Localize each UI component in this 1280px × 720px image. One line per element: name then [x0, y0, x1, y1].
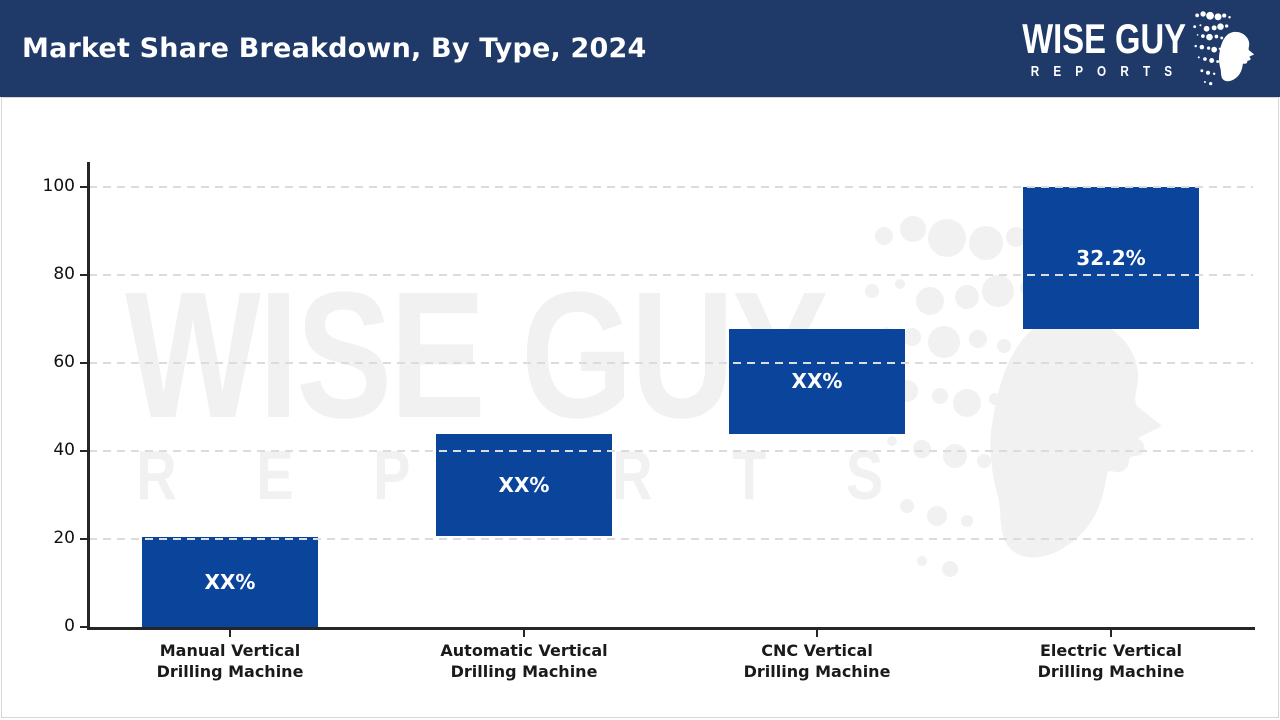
- bar-value-label: XX%: [204, 569, 256, 594]
- y-tick-mark: [80, 186, 89, 188]
- y-tick-label: 20: [53, 528, 75, 548]
- x-category-label: Electric Vertical Drilling Machine: [961, 640, 1261, 682]
- y-gridline: [89, 450, 1253, 452]
- x-category-label: Manual Vertical Drilling Machine: [80, 640, 380, 682]
- y-tick-label: 40: [53, 440, 75, 460]
- bar-value-label: 32.2%: [1076, 245, 1146, 270]
- y-tick-mark: [80, 274, 89, 276]
- y-axis-line: [87, 162, 90, 630]
- bar-value-label: XX%: [791, 369, 843, 394]
- wiseguy-logo: WISE GUY R E P O R T S: [976, 8, 1258, 90]
- x-tick-mark: [1110, 630, 1112, 637]
- logo-line1: WISE GUY: [1022, 15, 1186, 62]
- bar-segment: XX%: [729, 328, 905, 434]
- y-gridline: [89, 362, 1253, 364]
- category-line-2: Drilling Machine: [743, 662, 891, 681]
- logo-wordmark: WISE GUY R E P O R T S: [1022, 15, 1186, 80]
- x-tick-mark: [816, 630, 818, 637]
- header-bar: Market Share Breakdown, By Type, 2024 WI…: [0, 0, 1280, 97]
- y-gridline: [89, 274, 1253, 276]
- x-category-label: Automatic Vertical Drilling Machine: [374, 640, 674, 682]
- y-tick-label: 0: [64, 616, 75, 636]
- bar-value-label: XX%: [498, 472, 550, 497]
- x-axis-line: [87, 627, 1255, 630]
- x-tick-mark: [229, 630, 231, 637]
- category-line-1: Automatic Vertical: [440, 641, 608, 660]
- y-gridline: [89, 186, 1253, 188]
- y-gridline: [89, 538, 1253, 540]
- logo-line2: R E P O R T S: [1030, 63, 1178, 80]
- bar-segment: XX%: [142, 536, 318, 627]
- page-title: Market Share Breakdown, By Type, 2024: [22, 33, 647, 64]
- x-category-label: CNC Vertical Drilling Machine: [667, 640, 967, 682]
- y-tick-mark: [80, 450, 89, 452]
- x-tick-mark: [523, 630, 525, 637]
- bar-segment: 32.2%: [1023, 187, 1199, 329]
- y-tick-mark: [80, 362, 89, 364]
- y-tick-label: 80: [53, 264, 75, 284]
- y-tick-label: 100: [42, 176, 75, 196]
- y-tick-mark: [80, 538, 89, 540]
- category-line-2: Drilling Machine: [156, 662, 304, 681]
- category-line-2: Drilling Machine: [450, 662, 598, 681]
- logo-face-icon: [1193, 10, 1255, 85]
- category-line-2: Drilling Machine: [1037, 662, 1185, 681]
- y-tick-label: 60: [53, 352, 75, 372]
- category-line-1: CNC Vertical: [761, 641, 873, 660]
- category-line-1: Electric Vertical: [1040, 641, 1182, 660]
- category-line-1: Manual Vertical: [159, 641, 301, 660]
- y-tick-mark: [80, 626, 89, 628]
